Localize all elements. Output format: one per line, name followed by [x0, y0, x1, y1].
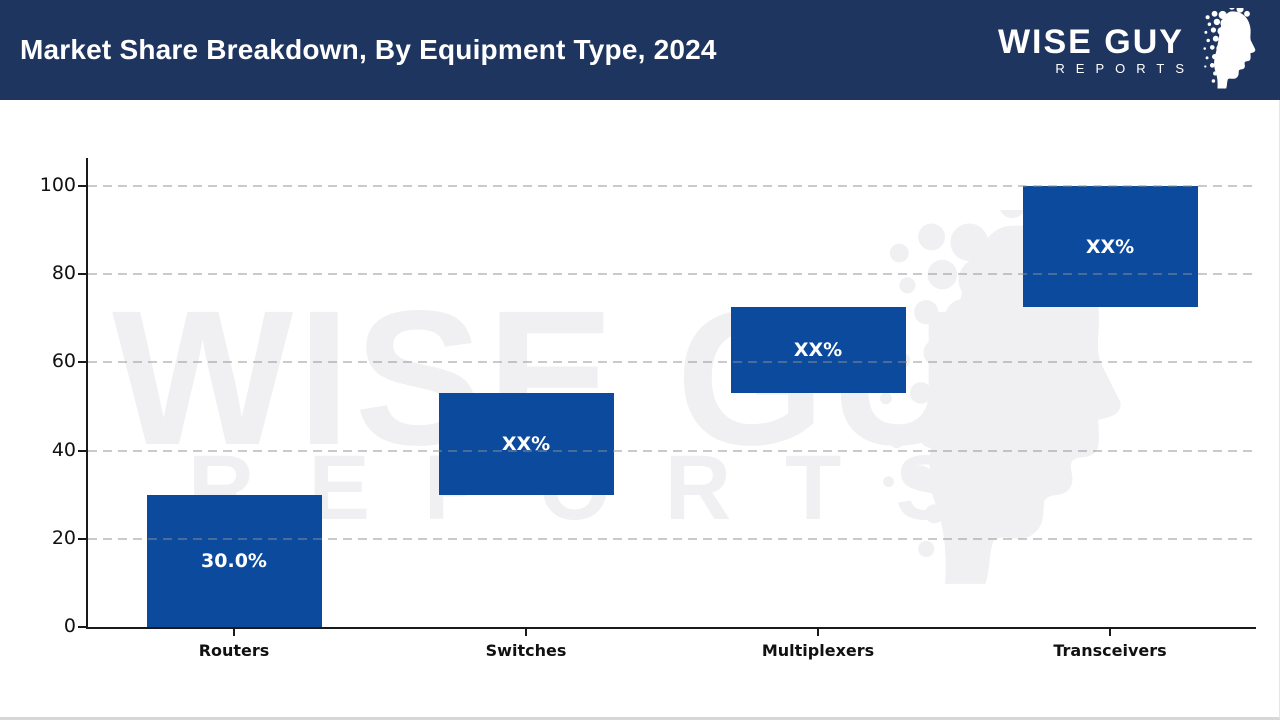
x-tick-label: Transceivers: [1053, 641, 1167, 660]
bar-switches: XX%: [438, 393, 614, 495]
x-tick-mark: [233, 629, 235, 636]
y-tick-label: 80: [51, 262, 76, 285]
y-tick-mark: [78, 626, 86, 628]
brand-logo: WISE GUY REPORTS: [998, 8, 1262, 92]
bar-value-label: XX%: [501, 432, 551, 455]
y-tick-label: 20: [51, 526, 76, 549]
bar-value-label: 30.0%: [201, 549, 267, 572]
page-title: Market Share Breakdown, By Equipment Typ…: [20, 34, 717, 65]
grid-line: [88, 273, 1256, 276]
x-tick-mark: [1109, 629, 1111, 636]
bar-value-label: XX%: [1085, 235, 1135, 258]
brand-wordmark: WISE GUY REPORTS: [998, 25, 1184, 75]
y-tick-label: 0: [63, 615, 76, 637]
y-tick-mark: [78, 273, 86, 276]
x-tick-mark: [525, 629, 527, 636]
brand-subname: REPORTS: [1055, 61, 1195, 76]
y-tick-mark: [78, 449, 86, 452]
grid-line: [88, 449, 1256, 452]
brand-name: WISE GUY: [997, 23, 1184, 61]
y-axis-line: [86, 158, 88, 629]
bar-routers: 30.0%: [146, 494, 322, 627]
bar-value-label: XX%: [793, 339, 843, 362]
y-tick-mark: [78, 185, 86, 187]
y-tick-label: 40: [51, 438, 76, 461]
grid-line: [88, 361, 1256, 364]
y-tick-label: 60: [51, 350, 76, 373]
x-tick-label: Routers: [198, 641, 270, 660]
bar-transceivers: XX%: [1022, 186, 1198, 308]
y-tick-label: 100: [39, 174, 76, 196]
y-tick-mark: [78, 361, 86, 364]
x-tick-label: Switches: [485, 641, 567, 660]
y-tick-mark: [78, 537, 86, 540]
x-axis-line: [86, 627, 1256, 629]
bar-multiplexers: XX%: [730, 307, 906, 394]
grid-line: [88, 185, 1256, 187]
x-tick-label: Multiplexers: [761, 641, 875, 660]
brand-head-icon: [1203, 8, 1256, 89]
grid-line: [88, 537, 1256, 540]
header: Market Share Breakdown, By Equipment Typ…: [0, 0, 1280, 100]
x-tick-mark: [817, 629, 819, 636]
